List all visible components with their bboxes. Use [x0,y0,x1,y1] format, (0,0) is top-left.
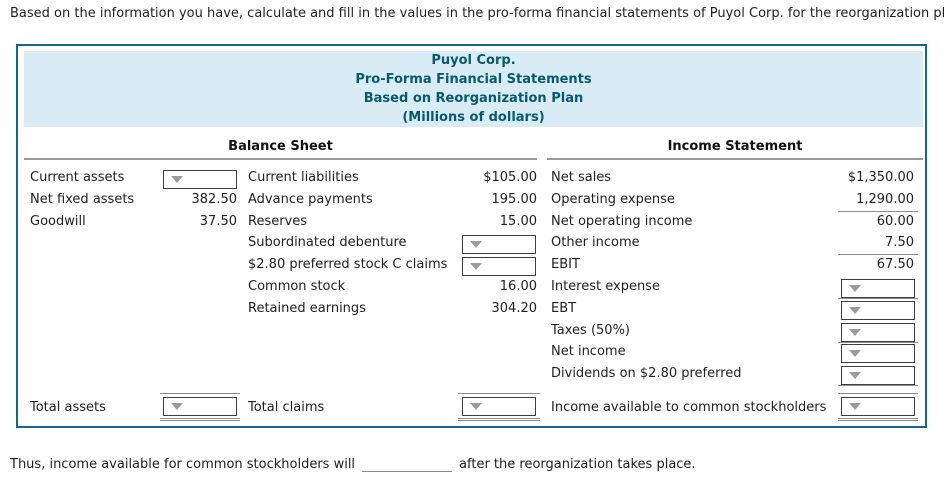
table-row: Net income [551,344,918,366]
row-label: Operating expense [551,191,675,207]
total-assets-select[interactable] [163,397,237,416]
row-label: Net income [551,344,626,360]
dropdown-arrow-icon [849,328,861,336]
preferred-dividends-select[interactable] [841,366,915,386]
row-value: 304.20 [491,300,538,316]
title-basis: Based on Reorganization Plan [363,91,584,106]
total-double-rule [160,418,240,421]
title-company: Puyol Corp. [431,53,516,68]
conclusion-sentence: Thus, income available for common stockh… [10,457,696,472]
table-row: Net sales $1,350.00 [551,170,918,192]
total-claims-select[interactable] [462,397,536,416]
row-label: Current assets [30,170,125,185]
row-label: EBIT [551,257,580,273]
interest-expense-select[interactable] [841,278,915,298]
table-row: Retained earnings 304.20 [30,301,540,323]
row-label: Net operating income [551,213,693,229]
table-row: Current assets Current liabilities $105.… [30,170,540,192]
title-statement: Pro-Forma Financial Statements [355,72,592,87]
proforma-panel: Puyol Corp. Pro-Forma Financial Statemen… [16,44,927,428]
income-statement-heading-rule [547,158,923,160]
conclusion-prefix: Thus, income available for common stockh… [10,457,356,472]
preferred-stock-claims-select[interactable] [462,257,536,277]
balance-sheet-heading-rule [24,158,537,160]
row-value: 15.00 [499,213,537,229]
row-label: Net fixed assets [30,191,135,207]
total-rule [458,393,540,394]
table-row: Taxes (50%) [551,322,918,345]
table-row: $2.80 preferred stock C claims [30,257,540,279]
balance-sheet-section: Current assets Current liabilities $105.… [30,170,540,421]
dropdown-arrow-icon [849,372,861,380]
row-value: 60.00 [876,213,914,229]
title-units: (Millions of dollars) [402,110,545,125]
table-row: EBIT 67.50 [551,257,918,279]
dropdown-arrow-icon [470,403,482,410]
total-rule [160,393,240,394]
row-value: 37.50 [199,213,237,229]
row-label: Income available to common stockholders [551,399,827,415]
row-value: 7.50 [838,235,918,256]
row-label: Subordinated debenture [248,235,407,251]
balance-sheet-totals-row: Total assets Total claims [30,393,540,421]
table-row: Operating expense 1,290.00 [551,192,918,214]
row-label: Interest expense [551,278,660,294]
row-label: Goodwill [30,213,86,229]
income-statement-heading: Income Statement [667,139,803,154]
table-row: Interest expense [551,278,918,301]
dropdown-arrow-icon [171,403,183,410]
total-double-rule [458,418,540,421]
dropdown-arrow-icon [171,176,183,183]
row-value: $1,350.00 [847,170,914,185]
table-row: Subordinated debenture [30,235,540,257]
row-label: Dividends on $2.80 preferred [551,366,742,382]
income-available-select[interactable] [841,397,915,416]
row-label: Common stock [248,278,346,294]
conclusion-blank-select[interactable] [362,457,453,472]
row-label: EBT [551,300,577,316]
table-row: Other income 7.50 [551,235,918,257]
dropdown-arrow-icon [849,284,861,292]
ebt-select[interactable] [841,300,915,320]
row-value: 16.00 [499,278,537,294]
row-label: Total assets [30,399,106,415]
row-label: Advance payments [248,191,373,207]
row-label: Other income [551,235,640,251]
instruction-text: Based on the information you have, calcu… [10,6,945,21]
row-label: Taxes (50%) [551,322,630,338]
dropdown-arrow-icon [849,403,861,410]
row-label: Retained earnings [248,300,366,316]
conclusion-suffix: after the reorganization takes place. [459,457,696,472]
income-statement-section: Net sales $1,350.00 Operating expense 1,… [551,170,918,421]
row-value: $105.00 [483,170,537,185]
income-available-row: Income available to common stockholders [551,393,918,421]
current-assets-select[interactable] [163,170,237,189]
table-row: Net fixed assets 382.50 Advance payments… [30,192,540,214]
table-row: Common stock 16.00 [30,279,540,301]
balance-sheet-heading: Balance Sheet [228,139,333,154]
taxes-select[interactable] [841,322,915,342]
table-row: EBT [551,300,918,323]
row-label: Net sales [551,170,612,185]
row-label: $2.80 preferred stock C claims [248,257,448,273]
row-label: Reserves [248,213,308,229]
row-value: 382.50 [191,191,238,207]
net-income-select[interactable] [841,344,915,364]
dropdown-arrow-icon [849,350,861,358]
table-row: Goodwill 37.50 Reserves 15.00 [30,214,540,236]
total-rule [838,393,918,394]
total-double-rule [838,418,918,421]
statement-title: Puyol Corp. Pro-Forma Financial Statemen… [24,51,923,127]
row-label: Current liabilities [248,170,359,185]
table-row: Net operating income 60.00 [551,214,918,236]
table-row: Dividends on $2.80 preferred [551,366,918,388]
dropdown-arrow-icon [470,241,482,249]
row-value: 67.50 [876,257,914,273]
dropdown-arrow-icon [849,306,861,314]
subordinated-debenture-select[interactable] [462,235,536,255]
row-value: 195.00 [491,191,538,207]
row-label: Total claims [248,399,325,415]
dropdown-arrow-icon [470,263,482,271]
row-value: 1,290.00 [838,192,918,212]
